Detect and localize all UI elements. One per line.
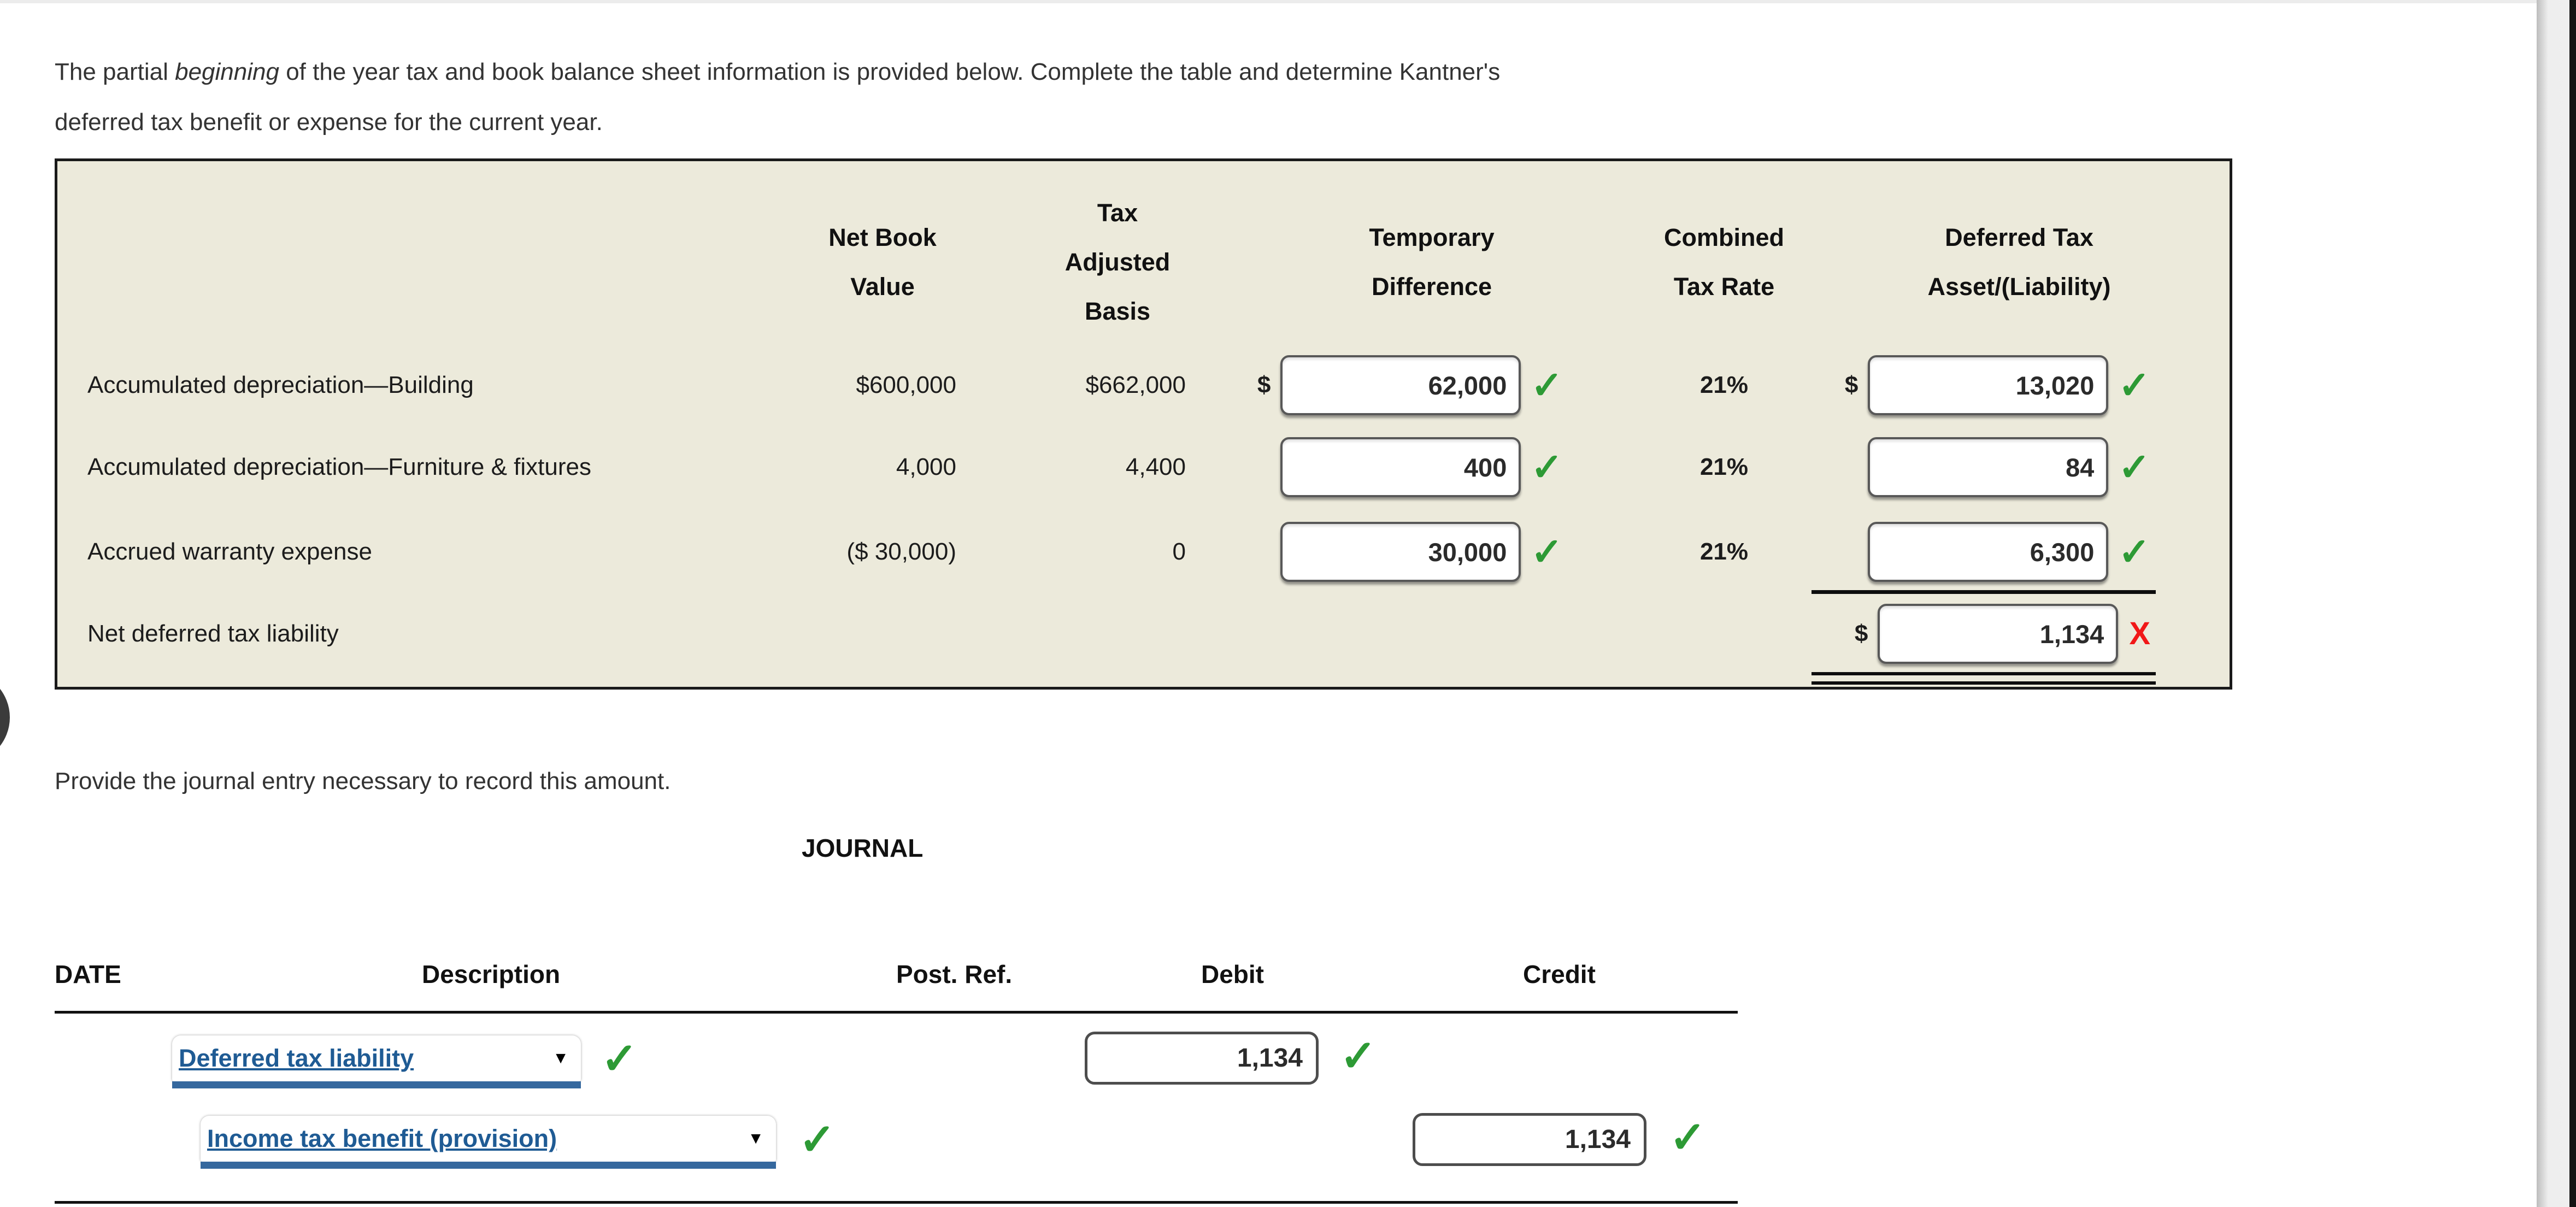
temporary-difference-cell: $ ✓ — [1257, 344, 1563, 426]
net-book-value: $600,000 — [856, 372, 956, 398]
incorrect-x-icon: X — [2129, 616, 2150, 651]
combined-tax-rate: 21% — [1699, 454, 1749, 480]
column-header-tax-adjusted-basis: Tax Adjusted Basis — [1064, 199, 1171, 325]
tax-adjusted-basis: 4,400 — [1125, 454, 1186, 480]
problem-statement: The partial beginning of the year tax an… — [55, 55, 1500, 155]
select-underline-bar — [172, 1081, 581, 1088]
tax-adjusted-basis: $662,000 — [1085, 372, 1186, 398]
deferred-tax-cell: ✓ — [1868, 511, 2150, 593]
page-top-edge — [0, 0, 2537, 3]
correct-check-icon: ✓ — [2118, 364, 2150, 407]
intro-italic-text: beginning — [175, 58, 279, 85]
column-header-deferred-tax: Deferred Tax Asset/(Liability) — [1927, 223, 2111, 301]
account-select-deferred-tax-liability[interactable]: Deferred tax liability ▼ — [172, 1035, 581, 1081]
journal-title: JOURNAL — [802, 834, 924, 862]
column-header-temporary-difference: Temporary Difference — [1369, 223, 1495, 301]
table-row: Accrued warranty expense ($ 30,000) 0 ✓ … — [57, 511, 2230, 593]
selected-account-label: Deferred tax liability — [179, 1044, 414, 1072]
correct-check-icon: ✓ — [799, 1115, 836, 1164]
net-deferred-tax-input[interactable] — [1878, 604, 2119, 664]
window-edge — [2569, 0, 2576, 1207]
net-deferred-tax-cell: $ X — [1855, 593, 2150, 675]
temporary-difference-input[interactable] — [1280, 522, 1521, 582]
deferred-tax-cell: $ ✓ — [1845, 344, 2150, 426]
journal-header-debit: Debit — [1201, 960, 1264, 988]
combined-tax-rate: 21% — [1699, 372, 1749, 398]
scrollbar-track[interactable] — [2537, 0, 2569, 1207]
intro-text: The partial — [55, 58, 175, 85]
correct-check-icon: ✓ — [2118, 531, 2150, 573]
combined-tax-rate: 21% — [1699, 538, 1749, 565]
question-number-partial — [0, 671, 10, 764]
problem-statement-line1: The partial beginning of the year tax an… — [55, 55, 1500, 90]
net-book-value: 4,000 — [896, 454, 956, 480]
table-row: Accumulated depreciation—Furniture & fix… — [57, 426, 2230, 508]
row-label: Accrued warranty expense — [87, 538, 372, 565]
dollar-sign: $ — [1844, 372, 1859, 398]
account-select-income-tax-benefit[interactable]: Income tax benefit (provision) ▼ — [201, 1116, 776, 1162]
debit-amount-input[interactable] — [1085, 1032, 1319, 1085]
temporary-difference-input[interactable] — [1280, 355, 1521, 415]
dollar-sign: $ — [1854, 620, 1868, 647]
journal-bottom-rule — [55, 1201, 1738, 1204]
journal-header-post-ref: Post. Ref. — [896, 960, 1013, 988]
row-label: Accumulated depreciation—Furniture & fix… — [87, 454, 591, 480]
correct-check-icon: ✓ — [1531, 364, 1563, 407]
deferred-tax-input[interactable] — [1868, 437, 2109, 497]
deferred-tax-cell: ✓ — [1868, 426, 2150, 508]
deferred-tax-input[interactable] — [1868, 522, 2109, 582]
journal-prompt: Provide the journal entry necessary to r… — [55, 768, 671, 794]
correct-check-icon: ✓ — [601, 1034, 638, 1083]
dollar-sign: $ — [1257, 372, 1271, 398]
intro-text: of the year tax and book balance sheet i… — [279, 58, 1501, 85]
temporary-difference-input[interactable] — [1280, 437, 1521, 497]
correct-check-icon: ✓ — [1669, 1113, 1707, 1162]
select-underline-bar — [201, 1162, 776, 1169]
chevron-down-icon: ▼ — [748, 1129, 764, 1147]
total-double-rule — [1812, 681, 2156, 685]
temporary-difference-cell: ✓ — [1280, 426, 1563, 508]
correct-check-icon: ✓ — [1340, 1032, 1377, 1080]
selected-account-label: Income tax benefit (provision) — [207, 1124, 557, 1152]
chevron-down-icon: ▼ — [552, 1049, 569, 1067]
row-label: Accumulated depreciation—Building — [87, 372, 474, 398]
correct-check-icon: ✓ — [1531, 446, 1563, 488]
journal-header-rule — [55, 1011, 1738, 1014]
correct-check-icon: ✓ — [1531, 531, 1563, 573]
column-header-combined-tax-rate: Combined Tax Rate — [1664, 223, 1784, 301]
column-header-net-book-value: Net Book Value — [828, 223, 937, 301]
deferred-tax-worksheet: Net Book Value Tax Adjusted Basis Tempor… — [55, 158, 2232, 690]
table-row-total: Net deferred tax liability $ X — [57, 593, 2230, 675]
row-label: Net deferred tax liability — [87, 620, 339, 647]
journal-header-date: DATE — [55, 960, 121, 988]
temporary-difference-cell: ✓ — [1280, 511, 1563, 593]
table-row: Accumulated depreciation—Building $600,0… — [57, 344, 2230, 426]
problem-statement-line2: deferred tax benefit or expense for the … — [55, 109, 603, 136]
correct-check-icon: ✓ — [2118, 446, 2150, 488]
total-double-rule — [1812, 672, 2156, 675]
deferred-tax-input[interactable] — [1868, 355, 2109, 415]
net-book-value: ($ 30,000) — [846, 538, 956, 565]
journal-header-description: Description — [422, 960, 561, 988]
tax-adjusted-basis: 0 — [1172, 538, 1186, 565]
credit-amount-input[interactable] — [1413, 1113, 1646, 1166]
subtotal-rule — [1812, 590, 2156, 594]
journal-header-credit: Credit — [1523, 960, 1596, 988]
